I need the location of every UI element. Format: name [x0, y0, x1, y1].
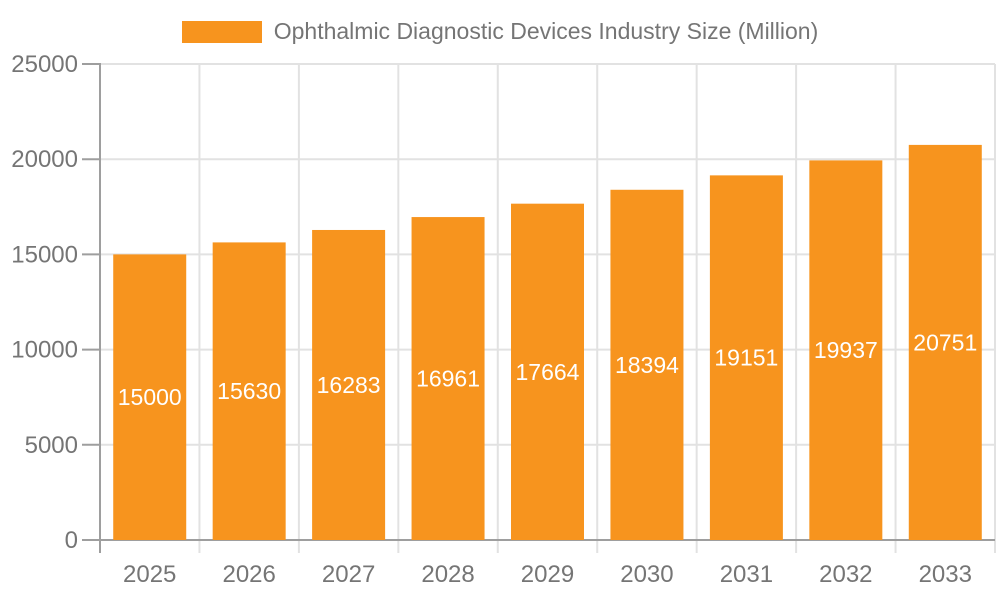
bar: [212, 242, 286, 541]
x-axis-label: 2029: [521, 561, 574, 588]
legend: Ophthalmic Diagnostic Devices Industry S…: [0, 18, 1000, 45]
bar: [610, 189, 684, 540]
y-axis-label: 25000: [11, 51, 78, 78]
bar-value-label: 19151: [714, 345, 778, 371]
x-axis-label: 2032: [819, 561, 872, 588]
y-axis-label: 10000: [11, 337, 78, 364]
x-axis-label: 2028: [421, 561, 474, 588]
labels-group: 0 5000 10000 15000 20000 25000 15000 2025 15630 2…: [11, 51, 977, 588]
ticks-group: [82, 63, 996, 553]
legend-swatch[interactable]: [181, 20, 262, 43]
bar: [809, 160, 883, 540]
x-axis-label: 2026: [222, 561, 275, 588]
y-axis-label: 20000: [11, 146, 78, 173]
x-axis-label: 2033: [919, 561, 972, 588]
x-axis-label: 2030: [620, 561, 673, 588]
bar-value-label: 17664: [516, 359, 580, 385]
x-axis-label: 2025: [123, 561, 176, 588]
bar: [113, 254, 187, 540]
bar-value-label: 16961: [416, 366, 480, 392]
bar: [411, 217, 485, 540]
bar-value-label: 16283: [317, 372, 381, 398]
bar: [312, 229, 386, 540]
y-axis-label: 5000: [25, 432, 78, 459]
bar: [511, 203, 584, 541]
bar: [709, 175, 783, 540]
y-axis-label: 15000: [11, 241, 78, 268]
bar-value-label: 19937: [814, 337, 878, 363]
bars-group: [113, 144, 982, 541]
bar-value-label: 15000: [118, 384, 182, 410]
bar-value-label: 18394: [615, 352, 679, 378]
bar: [908, 144, 982, 541]
legend-label[interactable]: Ophthalmic Diagnostic Devices Industry S…: [273, 18, 819, 44]
bar-value-label: 20751: [913, 329, 977, 355]
x-axis-label: 2027: [322, 561, 375, 588]
bar-value-label: 15630: [217, 378, 281, 404]
x-axis-label: 2031: [720, 561, 773, 588]
y-axis-label: 0: [65, 527, 78, 554]
